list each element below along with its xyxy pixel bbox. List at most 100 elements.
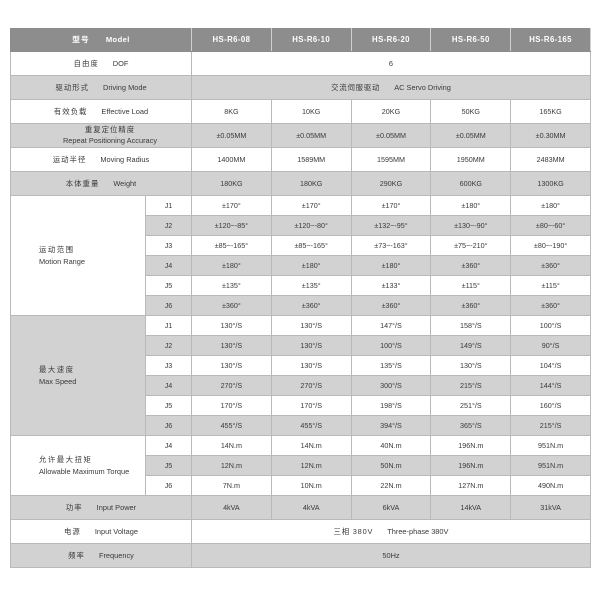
motion-range-group-label-cn: 运动范围: [39, 244, 75, 254]
spec-row: 驱动形式 Driving Mode 交流伺服驱动 AC Servo Driving: [10, 75, 591, 100]
torque-value-J5-1: 12N.m: [191, 455, 272, 476]
footer-label-en: Input Voltage: [94, 526, 138, 536]
spec-value-5-5: 2483MM: [510, 147, 591, 172]
motion-range-value-J3-4: ±75~-210°: [430, 235, 512, 256]
max-speed-group-label-cn: 最大速度: [39, 364, 75, 374]
torque-value-J6-2: 10N.m: [270, 475, 352, 496]
torque-value-J4-5: 951N.m: [510, 435, 591, 456]
motion-range-value-J4-3: ±180°: [350, 255, 432, 276]
spec-label-cn: 本体重量: [65, 178, 100, 188]
max-speed-value-J6-5: 215°/S: [510, 415, 591, 436]
spec-value-5-2: 1589MM: [270, 147, 352, 172]
max-speed-value-J4-5: 144°/S: [510, 375, 591, 396]
spec-value-3-4: 50KG: [430, 99, 512, 124]
spec-value-4-4: ±0.05MM: [430, 123, 512, 148]
motion-range-value-J3-2: ±85~-165°: [270, 235, 352, 256]
footer-value-1-4: 14kVA: [430, 495, 512, 520]
torque-value-J6-4: 127N.m: [430, 475, 512, 496]
spec-label-en: Repeat Positioning Accuracy: [62, 135, 158, 145]
header-model-4: HS-R6-50: [430, 28, 512, 52]
torque-group-label: 允许最大扭矩 Allowable Maximum Torque: [10, 435, 146, 496]
spec-row: 有效负载 Effective Load 8KG 10KG 20KG 50KG 165KG: [10, 99, 591, 124]
robot-specification-table: 型号 Model HS-R6-08 HS-R6-10 HS-R6-20 HS-R6-50 H…: [10, 28, 591, 568]
motion-range-value-J6-5: ±360°: [510, 295, 591, 316]
spec-value-4-5: ±0.30MM: [510, 123, 591, 148]
footer-label-en: Input Power: [96, 502, 137, 512]
footer-value-1-1: 4kVA: [191, 495, 272, 520]
torque-value-J6-3: 22N.m: [350, 475, 432, 496]
spec-value-5-3: 1595MM: [350, 147, 432, 172]
max-speed-group-label-en: Max Speed: [39, 376, 77, 386]
max-speed-value-J1-5: 100°/S: [510, 315, 591, 336]
spec-value-4-2: ±0.05MM: [270, 123, 352, 148]
footer-value-1-3: 6kVA: [350, 495, 432, 520]
spec-label-cn: 驱动形式: [55, 82, 90, 92]
spec-row: 自由度 DOF 6: [10, 51, 591, 76]
spec-label-cn: 自由度: [73, 58, 99, 68]
spec-value-3-1: 8KG: [191, 99, 272, 124]
max-speed-value-J4-2: 270°/S: [270, 375, 352, 396]
max-speed-group-label: 最大速度 Max Speed: [10, 315, 146, 436]
spec-label-5: 运动半径 Moving Radius: [10, 147, 192, 172]
max-speed-value-J3-5: 104°/S: [510, 355, 591, 376]
max-speed-row: J4 270°/S 270°/S 300°/S 215°/S 144°/S: [11, 375, 591, 396]
max-speed-value-J2-4: 149°/S: [430, 335, 512, 356]
max-speed-value-J3-4: 130°/S: [430, 355, 512, 376]
max-speed-value-J2-5: 90°/S: [510, 335, 591, 356]
motion-range-value-J2-4: ±130~-90°: [430, 215, 512, 236]
spec-label-4: 重复定位精度 Repeat Positioning Accuracy: [10, 123, 192, 148]
spec-label-en: Effective Load: [101, 106, 149, 116]
max-speed-value-J6-4: 365°/S: [430, 415, 512, 436]
footer-row: 频率 Frequency 50Hz: [10, 543, 591, 568]
motion-range-value-J3-3: ±73~-163°: [350, 235, 432, 256]
motion-range-value-J5-4: ±115°: [430, 275, 512, 296]
max-speed-value-J5-3: 198°/S: [350, 395, 432, 416]
torque-value-J4-3: 40N.m: [350, 435, 432, 456]
max-speed-row: J5 170°/S 170°/S 198°/S 251°/S 160°/S: [11, 395, 591, 416]
motion-range-value-J1-4: ±180°: [430, 195, 512, 216]
motion-range-row: J6 ±360° ±360° ±360° ±360° ±360°: [11, 295, 591, 316]
torque-joint-J4: J4: [145, 435, 192, 456]
spec-value-4-3: ±0.05MM: [350, 123, 432, 148]
torque-row: 允许最大扭矩 Allowable Maximum Torque J4 14N.m 14N…: [10, 435, 591, 496]
motion-range-value-J5-5: ±115°: [510, 275, 591, 296]
max-speed-joint-J1: J1: [145, 315, 192, 336]
max-speed-value-J1-4: 158°/S: [430, 315, 512, 336]
max-speed-joint-J3: J3: [145, 355, 192, 376]
header-model-3: HS-R6-20: [350, 28, 432, 52]
footer-merged-value-3: 50Hz: [191, 543, 591, 568]
max-speed-value-J2-2: 130°/S: [270, 335, 352, 356]
merged-value-cn: 交流伺服驱动: [331, 82, 381, 92]
motion-range-joint-J6: J6: [145, 295, 192, 316]
motion-range-value-J2-1: ±120~-85°: [191, 215, 272, 236]
footer-label-1: 功率 Input Power: [10, 495, 192, 520]
max-speed-value-J4-1: 270°/S: [191, 375, 272, 396]
max-speed-value-J6-1: 455°/S: [191, 415, 272, 436]
footer-label-3: 频率 Frequency: [10, 543, 192, 568]
motion-range-value-J6-1: ±360°: [191, 295, 272, 316]
header-model-2: HS-R6-10: [270, 28, 352, 52]
spec-value-6-2: 180KG: [270, 171, 352, 196]
spec-label-en: DOF: [112, 58, 129, 68]
motion-range-value-J4-2: ±180°: [270, 255, 352, 276]
spec-value-3-2: 10KG: [270, 99, 352, 124]
spec-row: 运动半径 Moving Radius 1400MM 1589MM 1595MM 1950M…: [10, 147, 591, 172]
motion-range-value-J1-3: ±170°: [350, 195, 432, 216]
spec-merged-value-1: 6: [191, 51, 591, 76]
motion-range-joint-J2: J2: [145, 215, 192, 236]
spec-value-3-5: 165KG: [510, 99, 591, 124]
max-speed-value-J5-1: 170°/S: [191, 395, 272, 416]
motion-range-value-J3-1: ±85~-165°: [191, 235, 272, 256]
footer-label-cn: 频率: [68, 550, 85, 560]
motion-range-value-J6-3: ±360°: [350, 295, 432, 316]
spec-label-en: Moving Radius: [100, 154, 150, 164]
max-speed-value-J6-3: 394°/S: [350, 415, 432, 436]
motion-range-value-J5-1: ±135°: [191, 275, 272, 296]
torque-value-J4-4: 196N.m: [430, 435, 512, 456]
spec-value-5-4: 1950MM: [430, 147, 512, 172]
footer-row: 电源 Input Voltage 三相 380V Three-phase 380V: [10, 519, 591, 544]
motion-range-value-J1-5: ±180°: [510, 195, 591, 216]
spec-label-en: Driving Mode: [103, 82, 147, 92]
merged-value-en: AC Servo Driving: [394, 82, 451, 92]
max-speed-value-J1-1: 130°/S: [191, 315, 272, 336]
